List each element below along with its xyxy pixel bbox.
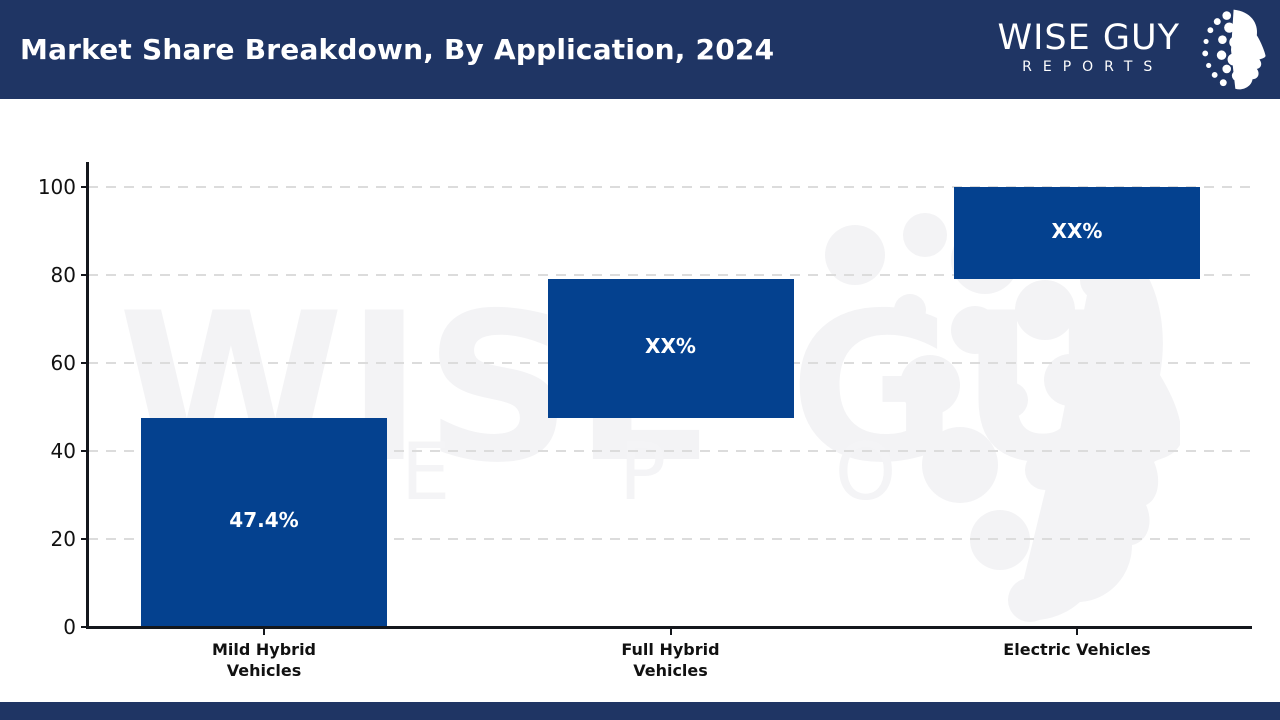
x-axis-tick	[669, 628, 672, 635]
bar-segment	[141, 417, 387, 627]
y-axis-tick-label: 60	[50, 350, 76, 375]
y-gridline	[88, 537, 1252, 540]
category-label-line: Electric Vehicles	[1003, 640, 1151, 659]
category-label-line: Mild Hybrid	[211, 640, 316, 659]
logo-wordmark: WISE GUY	[997, 18, 1180, 58]
chart-title: Market Share Breakdown, By Application, …	[20, 33, 775, 66]
y-axis-tick	[81, 449, 88, 452]
y-axis-tick-label: 0	[63, 614, 76, 639]
x-axis-line	[86, 626, 1252, 629]
category-label: Full Hybrid Vehicles	[511, 639, 831, 681]
header-bar: Market Share Breakdown, By Application, …	[0, 0, 1280, 99]
x-axis-tick	[263, 628, 265, 635]
y-axis-tick	[81, 537, 88, 540]
footer-bar	[0, 702, 1280, 720]
category-label-line: Full Hybrid	[621, 640, 720, 659]
bar-segment	[954, 186, 1200, 279]
y-axis-tick	[81, 625, 88, 628]
y-axis-tick-label: 40	[50, 438, 76, 463]
y-axis-tick-label: 80	[50, 262, 76, 287]
brand-logo: WISE GUY REPORTS	[997, 4, 1268, 96]
category-label-line: Vehicles	[226, 661, 302, 680]
y-axis-tick	[81, 273, 88, 276]
logo-face-icon	[1202, 9, 1266, 90]
category-label-line: Vehicles	[633, 661, 708, 680]
bar-value-label: XX%	[1051, 218, 1103, 243]
bar-segment	[547, 278, 794, 418]
y-gridline	[88, 185, 1252, 188]
y-axis-tick-label: 100	[37, 174, 76, 199]
logo-subtitle: REPORTS	[1022, 59, 1164, 75]
y-axis-line	[86, 162, 89, 629]
category-label: Mild Hybrid Vehicles	[104, 639, 424, 681]
x-axis-tick	[1076, 628, 1078, 635]
bar-value-label: XX%	[645, 334, 696, 359]
y-gridline	[88, 273, 1252, 276]
category-label: Electric Vehicles	[917, 639, 1237, 660]
bar-value-label: 47.4%	[229, 508, 299, 533]
y-axis-tick	[81, 185, 88, 188]
y-gridline	[88, 449, 1252, 452]
y-axis-tick	[81, 361, 88, 364]
y-axis-tick-label: 20	[50, 526, 76, 551]
